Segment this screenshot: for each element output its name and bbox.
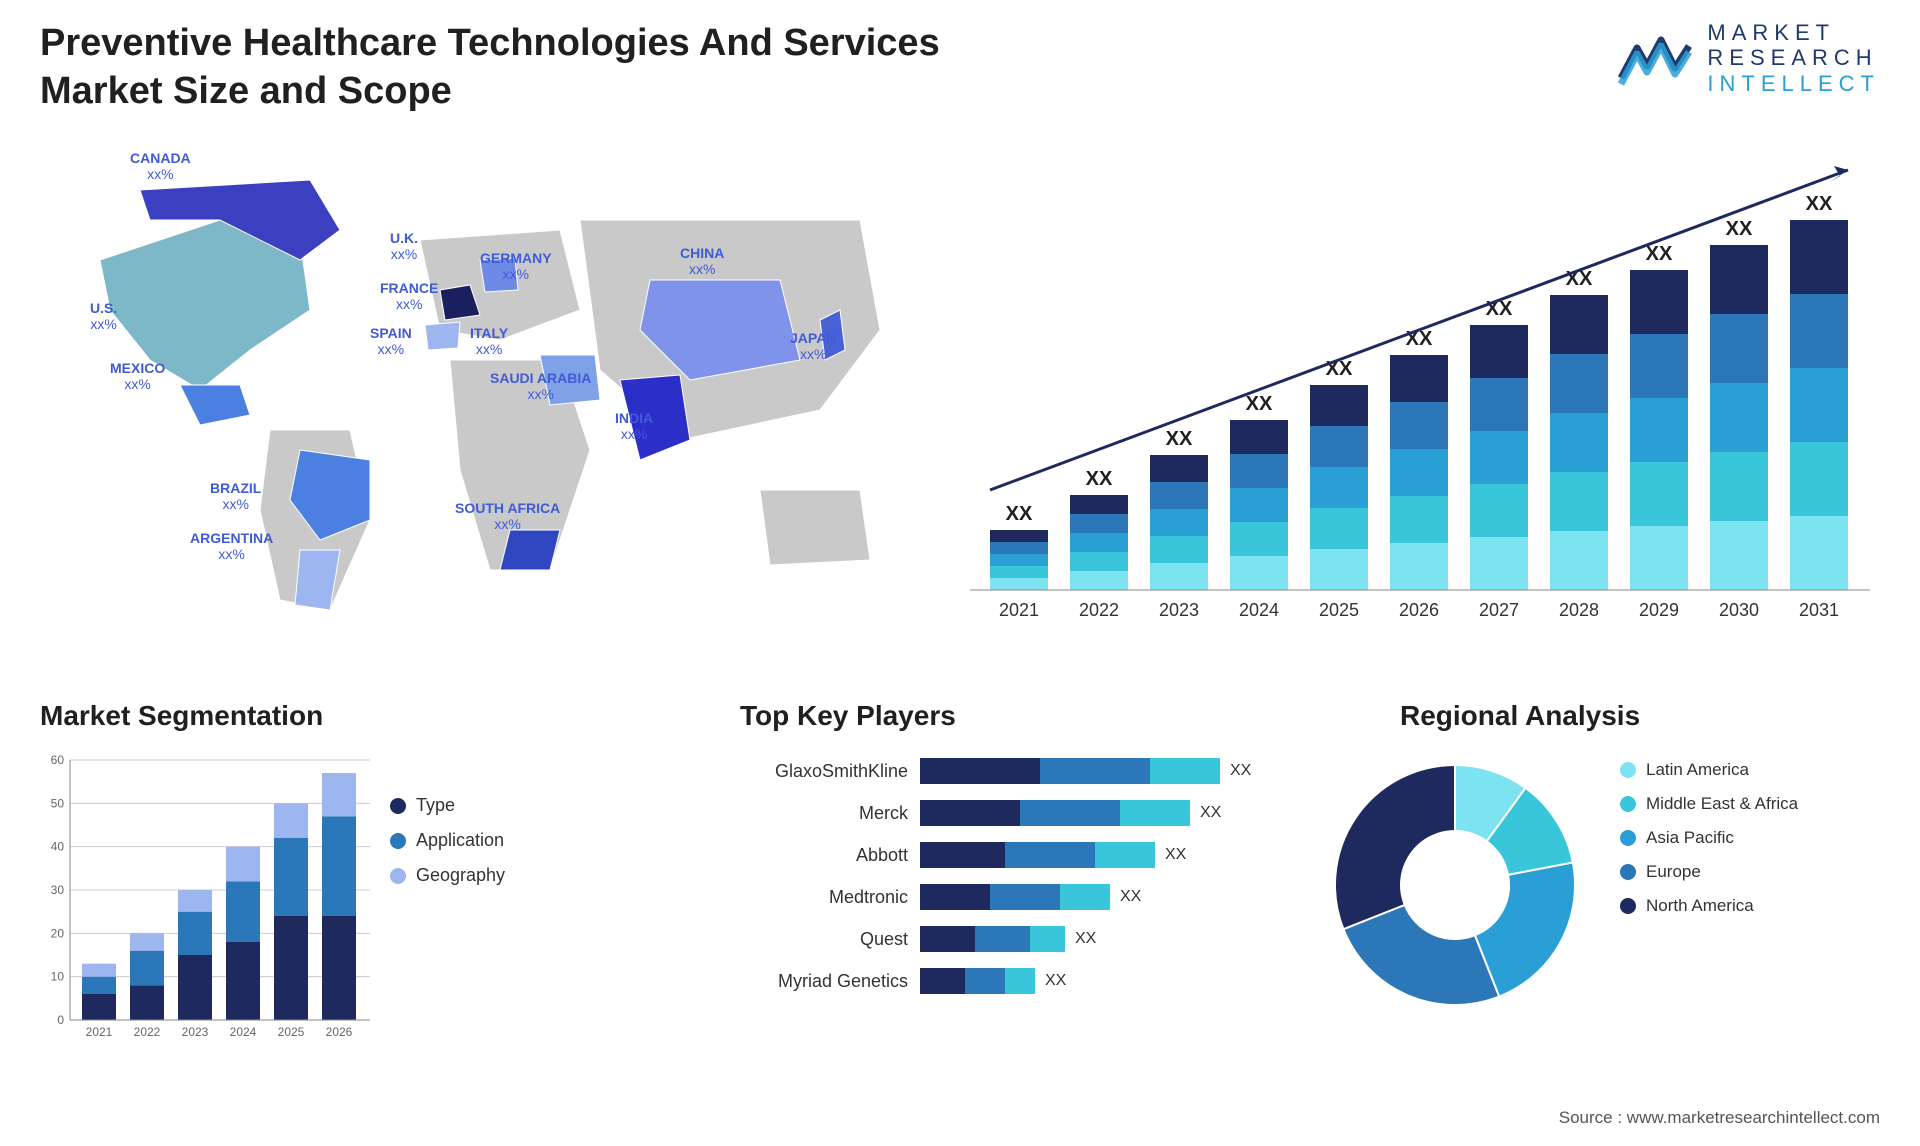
map-label: CHINAxx% xyxy=(680,245,724,277)
svg-text:2021: 2021 xyxy=(86,1025,113,1039)
regional-block: Regional Analysis Latin AmericaMiddle Ea… xyxy=(1320,700,1880,1060)
svg-text:2022: 2022 xyxy=(134,1025,161,1039)
map-label: FRANCExx% xyxy=(380,280,438,312)
player-value: XX xyxy=(1045,972,1066,990)
svg-text:XX: XX xyxy=(1806,193,1833,215)
key-players-block: Top Key Players GlaxoSmithKline XX Merck XX… xyxy=(740,700,1260,1060)
svg-text:XX: XX xyxy=(1726,218,1753,240)
svg-text:2025: 2025 xyxy=(1319,600,1359,620)
svg-text:2023: 2023 xyxy=(1159,600,1199,620)
map-label: SOUTH AFRICAxx% xyxy=(455,500,560,532)
page-title: Preventive Healthcare Technologies And S… xyxy=(40,20,1040,115)
legend-item: Geography xyxy=(390,865,505,886)
svg-text:2022: 2022 xyxy=(1079,600,1119,620)
player-value: XX xyxy=(1165,846,1186,864)
svg-text:2027: 2027 xyxy=(1479,600,1519,620)
player-bar xyxy=(920,884,1110,910)
map-label: CANADAxx% xyxy=(130,150,191,182)
player-label: Quest xyxy=(740,929,920,950)
svg-text:XX: XX xyxy=(1006,503,1033,525)
svg-text:20: 20 xyxy=(51,926,65,940)
player-bar xyxy=(920,758,1220,784)
map-label: SAUDI ARABIAxx% xyxy=(490,370,591,402)
svg-text:10: 10 xyxy=(51,970,65,984)
player-value: XX xyxy=(1075,930,1096,948)
player-label: Myriad Genetics xyxy=(740,971,920,992)
player-label: Abbott xyxy=(740,845,920,866)
svg-text:2026: 2026 xyxy=(1399,600,1439,620)
svg-text:30: 30 xyxy=(51,883,65,897)
map-label: MEXICOxx% xyxy=(110,360,165,392)
regional-title: Regional Analysis xyxy=(1400,700,1920,732)
legend-item: Middle East & Africa xyxy=(1620,794,1798,814)
player-bar xyxy=(920,968,1035,994)
player-label: GlaxoSmithKline xyxy=(740,761,920,782)
svg-text:0: 0 xyxy=(57,1013,64,1027)
segmentation-block: Market Segmentation 0 10 20 30 40 50 60 2021 202… xyxy=(40,700,560,1060)
legend-item: North America xyxy=(1620,896,1798,916)
map-label: ARGENTINAxx% xyxy=(190,530,273,562)
svg-text:60: 60 xyxy=(51,753,65,767)
legend-item: Type xyxy=(390,795,505,816)
svg-text:2023: 2023 xyxy=(182,1025,209,1039)
legend-item: Latin America xyxy=(1620,760,1798,780)
regional-legend: Latin America Middle East & Africa Asia Pa… xyxy=(1620,760,1798,930)
map-label: ITALYxx% xyxy=(470,325,508,357)
key-players-title: Top Key Players xyxy=(740,700,956,732)
player-row: Merck XX xyxy=(740,792,1260,834)
svg-text:2026: 2026 xyxy=(326,1025,353,1039)
player-label: Medtronic xyxy=(740,887,920,908)
svg-text:XX: XX xyxy=(1086,468,1113,490)
player-row: GlaxoSmithKline XX xyxy=(740,750,1260,792)
player-value: XX xyxy=(1120,888,1141,906)
logo-text: MARKET RESEARCH INTELLECT xyxy=(1707,20,1880,96)
segmentation-title: Market Segmentation xyxy=(40,700,323,732)
brand-logo: MARKET RESEARCH INTELLECT xyxy=(1617,20,1880,96)
growth-bar-chart: XX 2021 XX 2022 XX 2023 XX 2024 XX 2025 XX 2026 XX 20… xyxy=(970,150,1870,630)
player-bar xyxy=(920,800,1190,826)
segmentation-chart: 0 10 20 30 40 50 60 2021 2022 2023 2024 2025 2026 xyxy=(40,750,370,1050)
map-label: BRAZILxx% xyxy=(210,480,261,512)
svg-text:XX: XX xyxy=(1166,428,1193,450)
svg-text:2028: 2028 xyxy=(1559,600,1599,620)
logo-icon xyxy=(1617,28,1695,88)
svg-text:2024: 2024 xyxy=(230,1025,257,1039)
map-label: INDIAxx% xyxy=(615,410,653,442)
map-label: U.K.xx% xyxy=(390,230,418,262)
key-players-chart: GlaxoSmithKlineXXMerckXXAbbottXXMedtroni… xyxy=(740,750,1260,1050)
svg-text:XX: XX xyxy=(1246,393,1273,415)
svg-text:2029: 2029 xyxy=(1639,600,1679,620)
segmentation-legend: Type Application Geography xyxy=(390,795,505,900)
legend-item: Europe xyxy=(1620,862,1798,882)
player-row: Abbott XX xyxy=(740,834,1260,876)
svg-text:40: 40 xyxy=(51,840,65,854)
player-bar xyxy=(920,842,1155,868)
map-label: JAPANxx% xyxy=(790,330,836,362)
regional-donut xyxy=(1320,750,1590,1020)
player-row: Quest XX xyxy=(740,918,1260,960)
svg-text:2031: 2031 xyxy=(1799,600,1839,620)
legend-item: Application xyxy=(390,830,505,851)
player-row: Myriad Genetics XX xyxy=(740,960,1260,1002)
map-label: SPAINxx% xyxy=(370,325,412,357)
player-value: XX xyxy=(1200,804,1221,822)
legend-item: Asia Pacific xyxy=(1620,828,1798,848)
world-map: CANADAxx% U.S.xx% MEXICOxx% BRAZILxx% ARGENT… xyxy=(40,150,920,630)
svg-text:50: 50 xyxy=(51,796,65,810)
player-value: XX xyxy=(1230,762,1251,780)
svg-text:XX: XX xyxy=(1646,243,1673,265)
svg-text:2025: 2025 xyxy=(278,1025,305,1039)
svg-text:2021: 2021 xyxy=(999,600,1039,620)
player-bar xyxy=(920,926,1065,952)
player-label: Merck xyxy=(740,803,920,824)
map-label: U.S.xx% xyxy=(90,300,117,332)
player-row: Medtronic XX xyxy=(740,876,1260,918)
svg-text:2030: 2030 xyxy=(1719,600,1759,620)
svg-text:2024: 2024 xyxy=(1239,600,1279,620)
source-text: Source : www.marketresearchintellect.com xyxy=(1559,1108,1880,1128)
map-label: GERMANYxx% xyxy=(480,250,552,282)
